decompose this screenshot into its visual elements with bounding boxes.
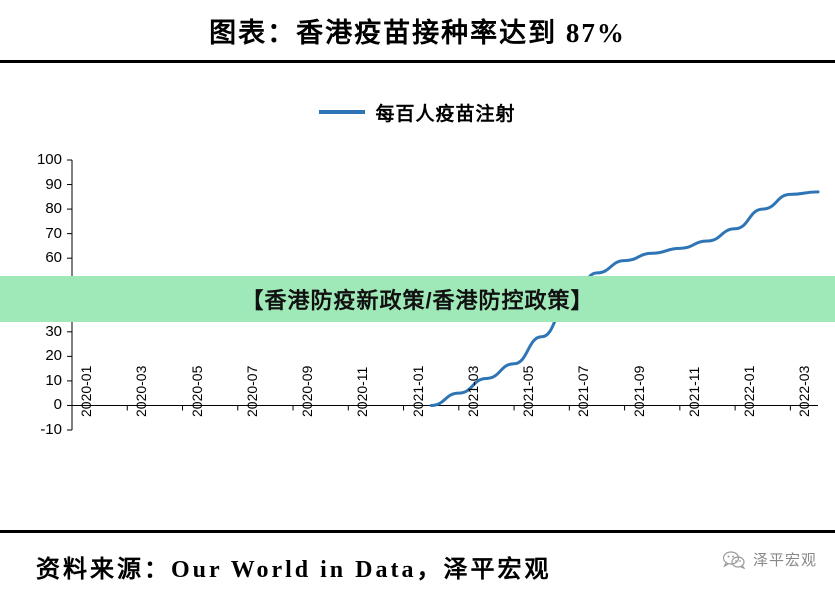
x-axis-tick: 2021-03 xyxy=(464,366,481,418)
x-axis-tick: 2020-03 xyxy=(133,366,150,418)
x-axis-tick: 2021-05 xyxy=(520,366,537,418)
source-text: 资料来源：Our World in Data，泽平宏观 xyxy=(36,557,552,583)
title-bar: 图表：香港疫苗接种率达到 87% xyxy=(0,0,835,63)
chart-plot-area: -100102030405060708090100 2020-012020-03… xyxy=(0,130,835,520)
line-chart-svg xyxy=(67,159,820,431)
overlay-banner: 【香港防疫新政策/香港防控政策】 xyxy=(0,276,835,322)
y-axis-tick: 10 xyxy=(45,371,62,389)
source-bar: 资料来源：Our World in Data，泽平宏观 泽平宏观 xyxy=(0,530,835,601)
x-axis-tick: 2022-01 xyxy=(741,366,758,418)
x-axis-tick: 2020-07 xyxy=(243,366,260,418)
watermark-label: 泽平宏观 xyxy=(752,552,817,569)
chart-legend: 每百人疫苗注射 xyxy=(0,95,835,129)
x-axis-tick: 2021-01 xyxy=(409,366,426,418)
y-axis-tick: 70 xyxy=(45,224,62,242)
x-axis-tick: 2020-05 xyxy=(188,366,205,418)
wechat-icon xyxy=(722,550,745,569)
page-title: 图表：香港疫苗接种率达到 87% xyxy=(209,17,626,48)
overlay-banner-text: 【香港防疫新政策/香港防控政策】 xyxy=(241,288,594,313)
x-axis-tick: 2021-07 xyxy=(575,366,592,418)
y-axis-tick: 80 xyxy=(45,200,62,218)
x-axis-tick: 2020-01 xyxy=(78,366,94,418)
y-axis-tick: 0 xyxy=(53,396,62,414)
y-axis-tick: 90 xyxy=(45,175,62,193)
x-axis-tick: 2022-03 xyxy=(796,366,813,418)
x-axis-tick: 2021-11 xyxy=(685,367,702,418)
watermark-badge: 泽平宏观 xyxy=(722,549,817,570)
legend-item-label: 每百人疫苗注射 xyxy=(375,103,516,125)
x-axis-tick: 2021-09 xyxy=(630,366,647,418)
y-axis-tick: 60 xyxy=(45,249,62,267)
x-axis-tick: 2020-09 xyxy=(299,366,316,418)
x-axis-tick: 2020-11 xyxy=(354,367,371,418)
y-axis-tick: 100 xyxy=(36,151,62,168)
y-axis-tick: 20 xyxy=(45,347,62,365)
y-axis-tick: 30 xyxy=(45,322,62,340)
y-axis-tick: -10 xyxy=(40,421,62,438)
legend-line-swatch xyxy=(319,110,366,114)
